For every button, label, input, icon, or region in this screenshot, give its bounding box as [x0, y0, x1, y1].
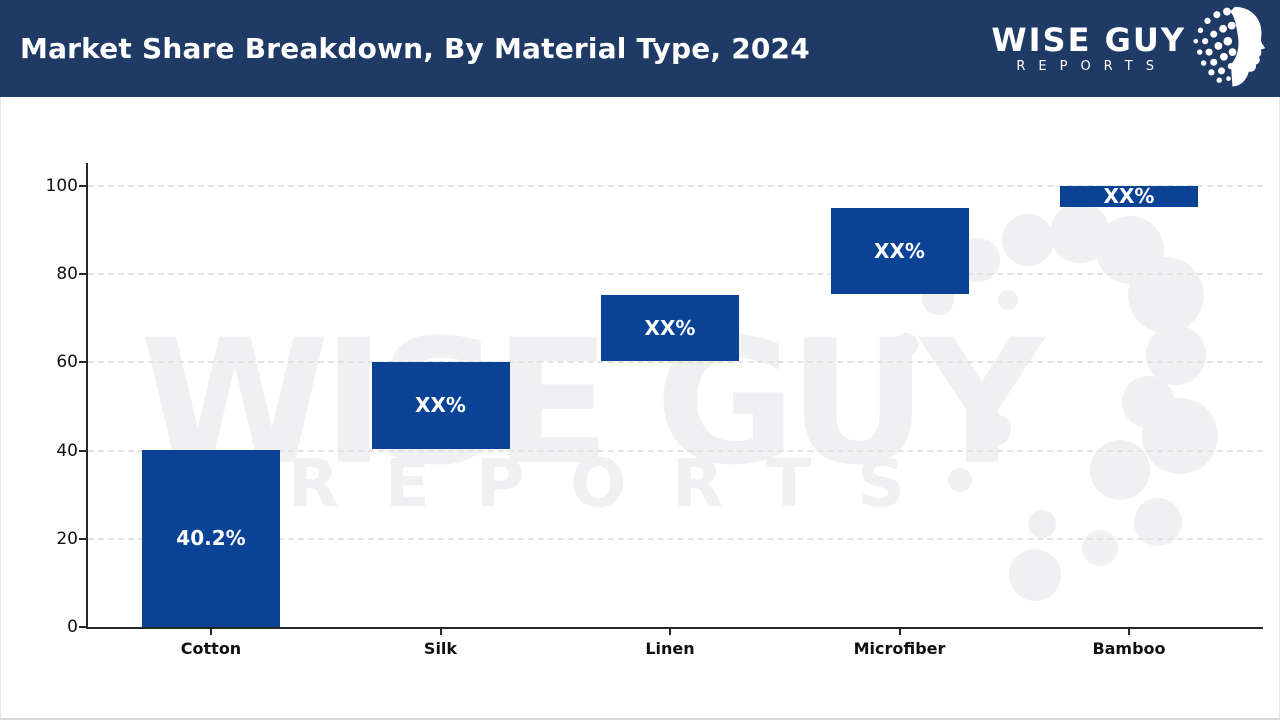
- bar-microfiber: XX%: [830, 207, 969, 295]
- x-axis-tick: [210, 629, 212, 635]
- gridline: [88, 449, 1263, 452]
- bar-value-label: XX%: [1103, 184, 1155, 209]
- bar-linen: XX%: [601, 294, 739, 361]
- logo-text: WISE GUY REPORTS: [991, 24, 1186, 73]
- logo-subtitle: REPORTS: [1016, 59, 1167, 74]
- header: Market Share Breakdown, By Material Type…: [0, 0, 1280, 97]
- y-axis-tick: [79, 361, 87, 364]
- x-axis-tick: [669, 629, 671, 635]
- y-tick-label: 0: [67, 617, 78, 637]
- y-axis-tick: [79, 273, 87, 276]
- x-axis-tick: [1128, 629, 1130, 635]
- gridline: [88, 537, 1263, 540]
- x-category-label: Silk: [423, 639, 458, 658]
- wiseguy-logo: WISE GUY REPORTS: [991, 5, 1266, 93]
- y-tick-label: 40: [56, 440, 78, 461]
- x-axis-tick: [898, 629, 901, 635]
- x-category-label: Bamboo: [1092, 639, 1166, 658]
- page-title: Market Share Breakdown, By Material Type…: [20, 32, 810, 65]
- x-category-label: Linen: [645, 639, 695, 658]
- y-tick-label: 60: [56, 352, 78, 373]
- bar-value-label: XX%: [415, 393, 466, 418]
- watermark-face-icon: [894, 203, 1218, 601]
- bar-cotton: 40.2%: [142, 449, 280, 627]
- watermark-line1: WISE GUY: [140, 302, 1047, 503]
- bar-value-label: XX%: [874, 238, 925, 263]
- x-category-label: Microfiber: [853, 639, 946, 658]
- y-axis-line: [86, 163, 88, 629]
- bar-bamboo: XX%: [1060, 184, 1198, 209]
- gridline: [88, 185, 1263, 187]
- watermark-line2: REPORTS: [288, 445, 951, 522]
- logo-face-icon: [1193, 6, 1266, 86]
- x-category-label: Cotton: [180, 639, 242, 658]
- logo-wordmark: WISE GUY: [991, 21, 1186, 59]
- y-axis-tick: [79, 185, 87, 187]
- x-axis-tick: [439, 629, 442, 635]
- y-axis-tick: [79, 626, 87, 628]
- y-axis-tick: [79, 537, 87, 540]
- bar-value-label: 40.2%: [176, 526, 246, 551]
- bar-silk: XX%: [371, 361, 510, 449]
- gridline: [88, 273, 1263, 276]
- y-tick-label: 100: [45, 176, 78, 196]
- gridline: [88, 361, 1263, 364]
- y-axis-tick: [79, 449, 87, 452]
- x-axis-line: [86, 627, 1263, 629]
- bar-value-label: XX%: [644, 315, 696, 340]
- y-tick-label: 20: [56, 528, 78, 549]
- y-tick-label: 80: [56, 264, 78, 285]
